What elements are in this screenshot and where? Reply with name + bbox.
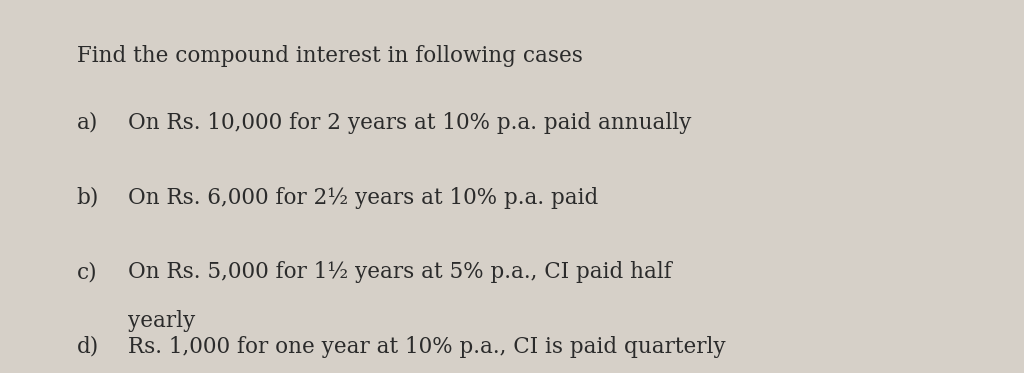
Text: On Rs. 6,000 for 2½ years at 10% p.a. paid: On Rs. 6,000 for 2½ years at 10% p.a. pa… bbox=[128, 186, 598, 209]
Text: yearly: yearly bbox=[128, 310, 196, 332]
Text: b): b) bbox=[77, 186, 99, 209]
Text: c): c) bbox=[77, 261, 97, 283]
Text: Rs. 1,000 for one year at 10% p.a., CI is paid quarterly: Rs. 1,000 for one year at 10% p.a., CI i… bbox=[128, 336, 726, 358]
Text: On Rs. 10,000 for 2 years at 10% p.a. paid annually: On Rs. 10,000 for 2 years at 10% p.a. pa… bbox=[128, 112, 691, 134]
Text: d): d) bbox=[77, 336, 99, 358]
Text: Find the compound interest in following cases: Find the compound interest in following … bbox=[77, 45, 583, 67]
Text: a): a) bbox=[77, 112, 98, 134]
Text: On Rs. 5,000 for 1½ years at 5% p.a., CI paid half: On Rs. 5,000 for 1½ years at 5% p.a., CI… bbox=[128, 261, 672, 283]
